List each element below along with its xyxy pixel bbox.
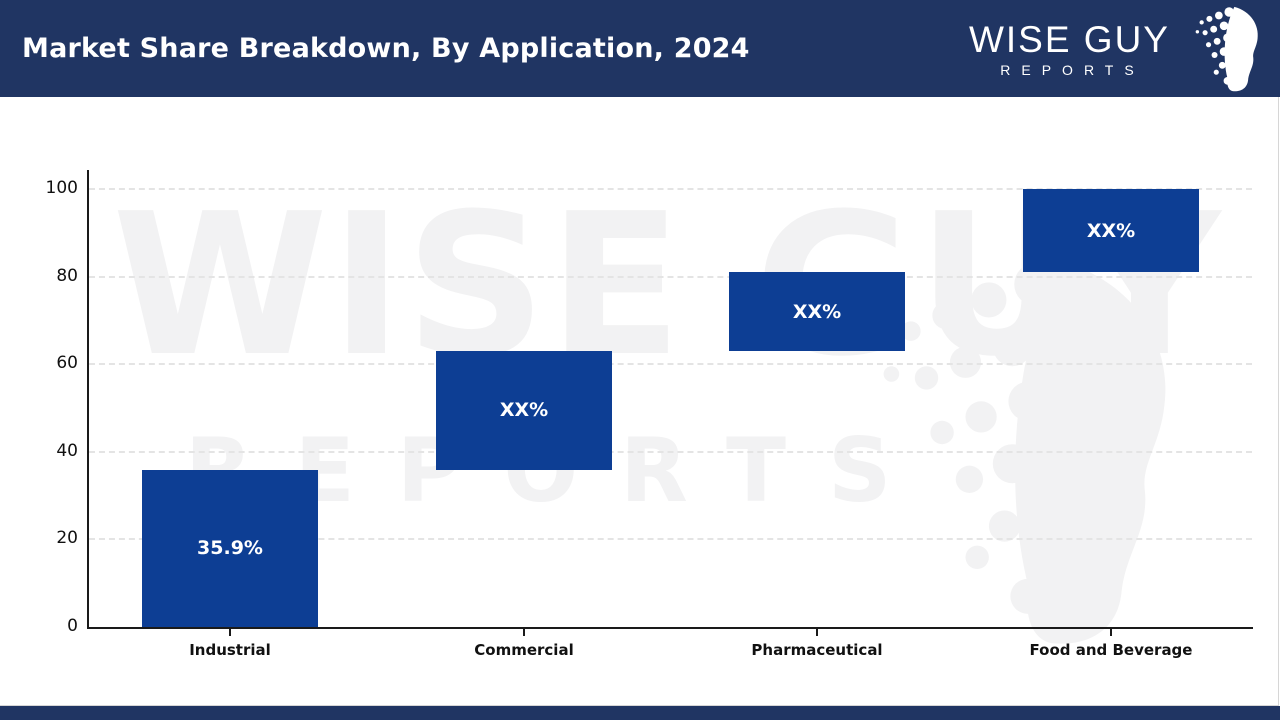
ytick-label-80: 80: [56, 265, 78, 286]
xtick-pharmaceutical: [816, 629, 818, 636]
category-label-commercial: Commercial: [474, 641, 574, 659]
bar-food-and-beverage: XX%: [1023, 189, 1199, 273]
ytick-label-20: 20: [56, 528, 78, 549]
ytick-label-0: 0: [67, 616, 78, 636]
bar-value-label-pharmaceutical: XX%: [792, 300, 842, 323]
category-label-pharmaceutical: Pharmaceutical: [751, 641, 883, 659]
category-label-food-and-beverage: Food and Beverage: [1029, 641, 1193, 659]
wiseguy-logo: WISE GUY REPORTS: [969, 6, 1262, 92]
bar-commercial: XX%: [436, 351, 612, 470]
category-label-industrial: Industrial: [189, 641, 271, 659]
ytick-label-100: 100: [45, 178, 78, 198]
ytick-label-40: 40: [56, 440, 78, 461]
y-axis-line: [87, 170, 89, 629]
gridline-40: [89, 450, 1252, 453]
wiseguy-head-icon: [1174, 6, 1262, 92]
gridline-100: [89, 188, 1252, 190]
logo-reports-label: REPORTS: [1000, 62, 1145, 78]
bar-industrial: 35.9%: [142, 469, 318, 627]
bar-value-label-commercial: XX%: [499, 399, 549, 422]
xtick-industrial: [229, 629, 231, 636]
xtick-commercial: [523, 629, 525, 636]
x-axis-line: [87, 627, 1253, 629]
gridline-20: [89, 538, 1252, 541]
logo-wiseguy-label: WISE GUY: [968, 19, 1170, 60]
chart-area: WISE GUY REPORTS 0 20 40 60 80 100 35.9% Indust…: [0, 97, 1279, 706]
page-title: Market Share Breakdown, By Application, …: [22, 33, 750, 64]
ytick-label-60: 60: [56, 353, 78, 374]
logo-text: WISE GUY REPORTS: [968, 19, 1170, 79]
header-bar: Market Share Breakdown, By Application, …: [0, 0, 1280, 97]
bar-value-label-industrial: 35.9%: [197, 537, 263, 560]
bar-value-label-food-and-beverage: XX%: [1086, 219, 1136, 242]
footer-bar: [0, 706, 1280, 720]
gridline-60: [89, 363, 1252, 366]
xtick-food-and-beverage: [1110, 629, 1112, 636]
bar-pharmaceutical: XX%: [729, 272, 905, 352]
gridline-80: [89, 275, 1252, 278]
